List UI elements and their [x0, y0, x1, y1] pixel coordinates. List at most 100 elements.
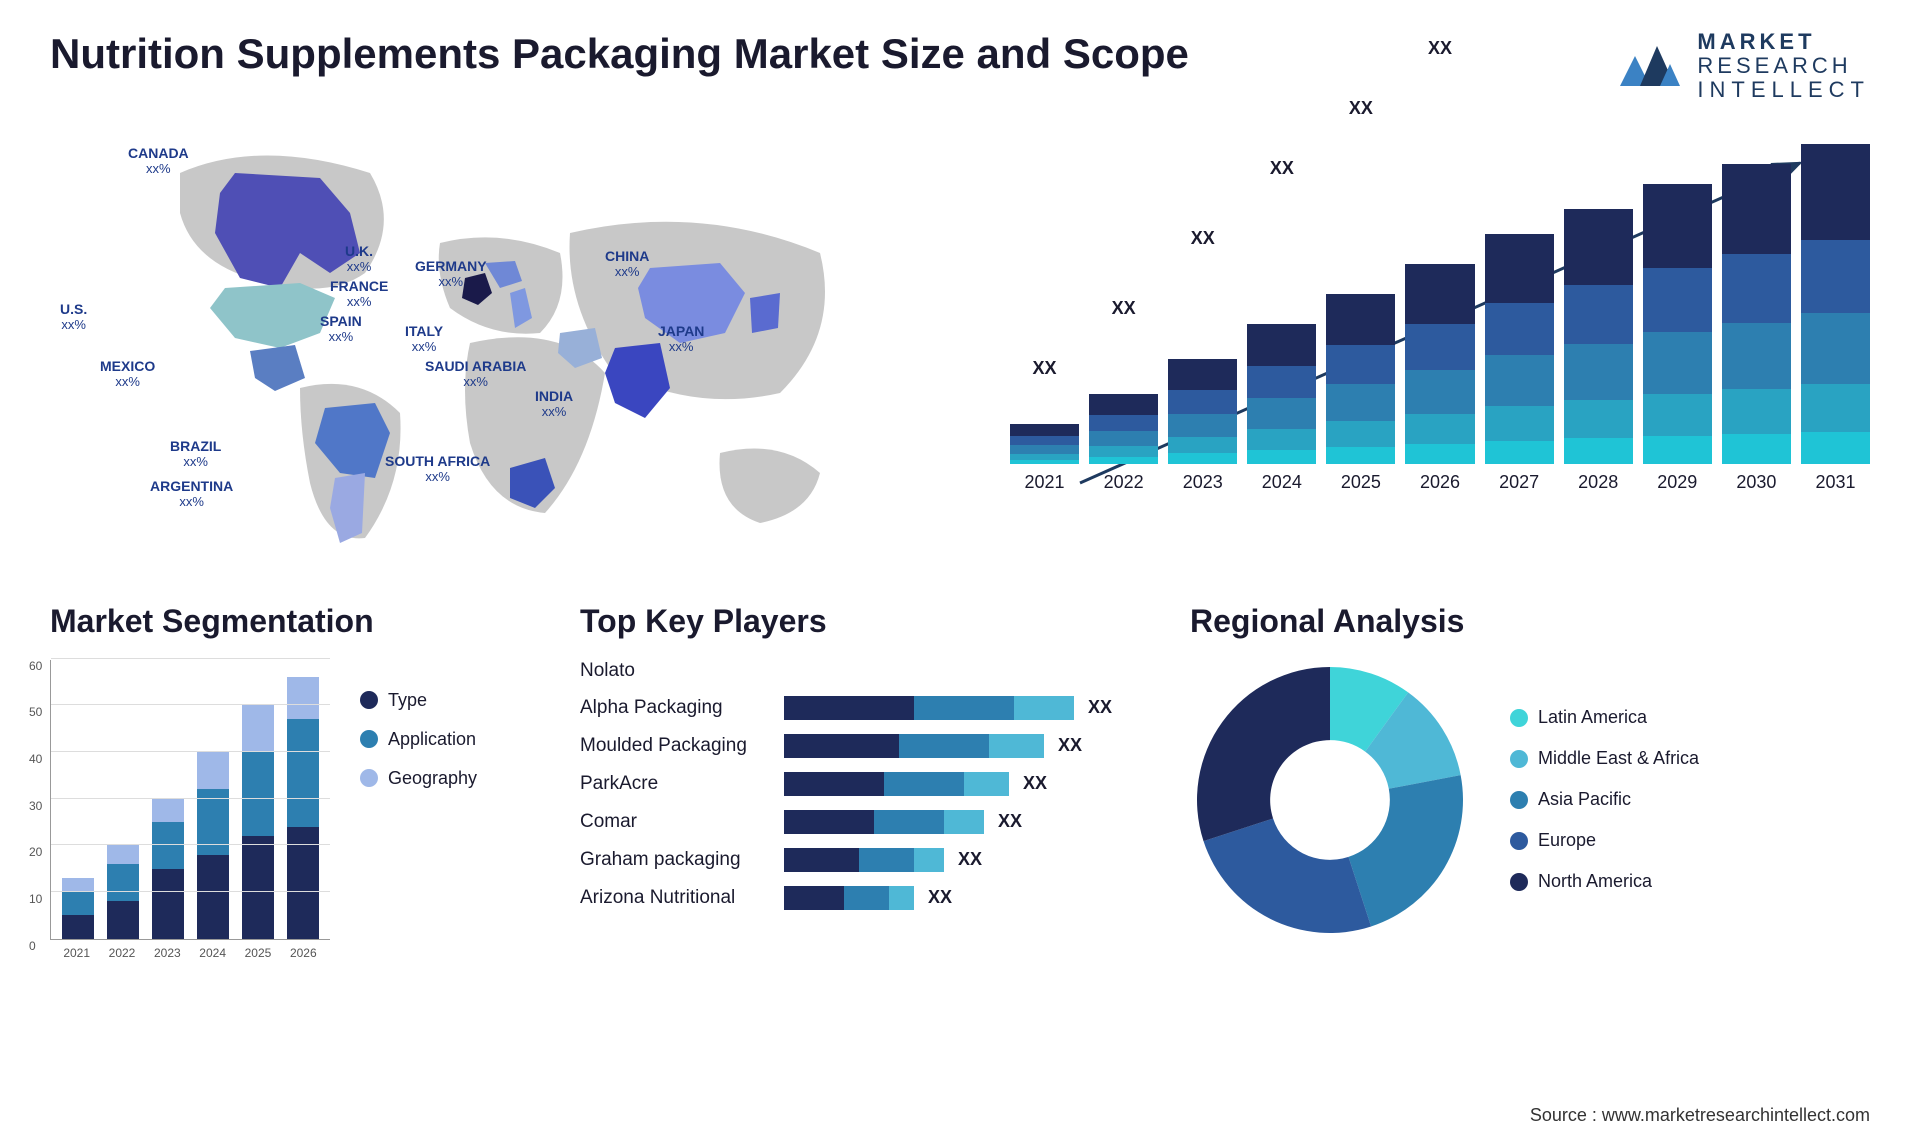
- legend-label: North America: [1538, 871, 1652, 892]
- seg-bar: [107, 845, 139, 938]
- legend-swatch: [1510, 873, 1528, 891]
- seg-ytick: 10: [29, 892, 42, 906]
- legend-swatch: [1510, 750, 1528, 768]
- seg-ytick: 40: [29, 752, 42, 766]
- main-bar: XX2027: [1485, 234, 1554, 493]
- player-name: Alpha Packaging: [580, 697, 770, 719]
- main-bar: XX2026: [1405, 264, 1474, 493]
- map-label: U.K.xx%: [345, 243, 373, 275]
- player-row: Moulded Packaging XX: [580, 734, 1140, 758]
- main-bar-year: 2021: [1025, 472, 1065, 493]
- player-bar: [784, 772, 1009, 796]
- seg-ytick: 0: [29, 939, 36, 953]
- main-bar-year: 2023: [1183, 472, 1223, 493]
- player-bar: [784, 886, 914, 910]
- player-value: XX: [1058, 735, 1082, 756]
- map-label: MEXICOxx%: [100, 358, 155, 390]
- legend-item: Application: [360, 729, 477, 750]
- main-bar-year: 2028: [1578, 472, 1618, 493]
- player-name: Arizona Nutritional: [580, 887, 770, 909]
- map-label: ARGENTINAxx%: [150, 478, 233, 510]
- player-row: Comar XX: [580, 810, 1140, 834]
- regional-legend: Latin AmericaMiddle East & AfricaAsia Pa…: [1510, 707, 1699, 892]
- main-bar-year: 2027: [1499, 472, 1539, 493]
- map-label: INDIAxx%: [535, 388, 573, 420]
- main-bar-value: XX: [1270, 158, 1294, 179]
- map-label: BRAZILxx%: [170, 438, 221, 470]
- main-bar: XX2022: [1089, 394, 1158, 493]
- legend-label: Application: [388, 729, 476, 750]
- main-bar: XX2029: [1643, 184, 1712, 493]
- logo-text: MARKET RESEARCH INTELLECT: [1697, 30, 1870, 103]
- page-title: Nutrition Supplements Packaging Market S…: [50, 30, 1189, 78]
- main-bar-year: 2026: [1420, 472, 1460, 493]
- legend-label: Type: [388, 690, 427, 711]
- player-row: Graham packagingXX: [580, 848, 1140, 872]
- logo-icon: [1615, 36, 1685, 96]
- map-label: SPAINxx%: [320, 313, 362, 345]
- seg-bar: [287, 677, 319, 938]
- main-bar-value: XX: [1428, 38, 1452, 59]
- player-bar: [784, 696, 1074, 720]
- player-name: Moulded Packaging: [580, 735, 770, 757]
- main-bar-value: XX: [1033, 358, 1057, 379]
- main-bar: XX2021: [1010, 424, 1079, 493]
- seg-ytick: 60: [29, 659, 42, 673]
- segmentation-section: Market Segmentation 0102030405060 202120…: [50, 603, 530, 960]
- legend-item: Asia Pacific: [1510, 789, 1699, 810]
- segmentation-legend: Type Application Geography: [360, 660, 477, 960]
- legend-item: Geography: [360, 768, 477, 789]
- player-name: Comar: [580, 811, 770, 833]
- logo: MARKET RESEARCH INTELLECT: [1615, 30, 1870, 103]
- legend-swatch: [360, 769, 378, 787]
- player-row: Alpha Packaging XX: [580, 696, 1140, 720]
- legend-item: Latin America: [1510, 707, 1699, 728]
- legend-label: Latin America: [1538, 707, 1647, 728]
- legend-swatch: [1510, 709, 1528, 727]
- map-label: JAPANxx%: [658, 323, 704, 355]
- legend-label: Europe: [1538, 830, 1596, 851]
- donut-slice: [1197, 667, 1330, 841]
- seg-year-label: 2024: [199, 946, 226, 960]
- main-bar-year: 2025: [1341, 472, 1381, 493]
- segmentation-title: Market Segmentation: [50, 603, 530, 640]
- key-players-list: NolatoAlpha PackagingXXMoulded Packaging…: [580, 660, 1140, 910]
- legend-swatch: [360, 691, 378, 709]
- seg-year-label: 2023: [154, 946, 181, 960]
- regional-donut: [1190, 660, 1470, 940]
- main-bar: XX2025: [1326, 294, 1395, 493]
- main-bar-year: 2029: [1657, 472, 1697, 493]
- seg-bar: [242, 705, 274, 938]
- main-bar-chart: XX2021XX2022XX2023XX2024XX2025XX2026XX20…: [990, 133, 1870, 553]
- segmentation-chart: 0102030405060: [50, 660, 330, 940]
- top-row: CANADAxx%U.S.xx%MEXICOxx%BRAZILxx%ARGENT…: [50, 133, 1870, 553]
- legend-label: Asia Pacific: [1538, 789, 1631, 810]
- main-bar-year: 2024: [1262, 472, 1302, 493]
- main-bar-value: XX: [1191, 228, 1215, 249]
- map-label: SAUDI ARABIAxx%: [425, 358, 526, 390]
- header: Nutrition Supplements Packaging Market S…: [50, 30, 1870, 103]
- donut-slice: [1204, 818, 1372, 933]
- legend-swatch: [1510, 791, 1528, 809]
- player-name: Nolato: [580, 660, 770, 682]
- legend-swatch: [1510, 832, 1528, 850]
- main-bar-value: XX: [1112, 298, 1136, 319]
- player-bar: [784, 848, 944, 872]
- legend-item: Type: [360, 690, 477, 711]
- main-bar-year: 2030: [1736, 472, 1776, 493]
- main-bar: XX2023: [1168, 359, 1237, 493]
- key-players-section: Top Key Players NolatoAlpha PackagingXXM…: [580, 603, 1140, 960]
- seg-ytick: 30: [29, 799, 42, 813]
- player-name: ParkAcre: [580, 773, 770, 795]
- map-label: ITALYxx%: [405, 323, 443, 355]
- player-value: XX: [1088, 697, 1112, 718]
- player-name: Graham packaging: [580, 849, 770, 871]
- player-value: XX: [998, 811, 1022, 832]
- seg-bar: [62, 878, 94, 939]
- player-bar: [784, 734, 1044, 758]
- player-row: Arizona NutritionalXX: [580, 886, 1140, 910]
- map-label: FRANCExx%: [330, 278, 388, 310]
- main-bar: XX2031: [1801, 144, 1870, 493]
- map-label: GERMANYxx%: [415, 258, 487, 290]
- map-label: CHINAxx%: [605, 248, 649, 280]
